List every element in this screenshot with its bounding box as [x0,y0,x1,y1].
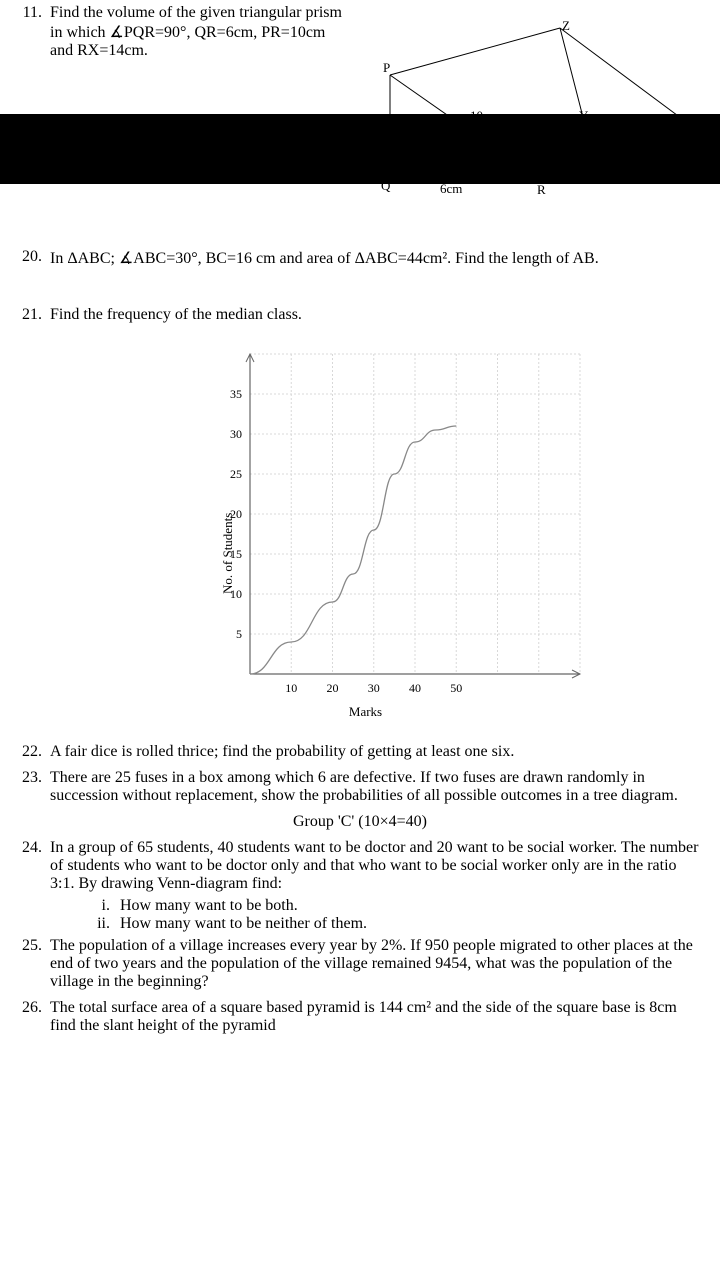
q20-text: In ΔABC; ∡ABC=30°, BC=16 cm and area of … [50,248,700,268]
q11-text: Find the volume of the given triangular … [50,4,350,60]
q23-text: There are 25 fuses in a box among which … [50,769,700,805]
label-P: P [383,60,390,75]
q11-number: 11. [20,4,50,60]
label-Q: Q [381,178,391,193]
q24-ii-marker: ii. [90,915,120,933]
q25-number: 25. [20,937,50,991]
svg-text:35: 35 [230,387,242,401]
q25-text: The population of a village increases ev… [50,937,700,991]
q24-number: 24. [20,839,50,893]
question-25: 25. The population of a village increase… [0,933,720,995]
svg-text:50: 50 [450,681,462,695]
svg-text:25: 25 [230,467,242,481]
question-20: 20. In ΔABC; ∡ABC=30°, BC=16 cm and area… [0,244,720,272]
q24-text: In a group of 65 students, 40 students w… [50,839,700,893]
q22-text: A fair dice is rolled thrice; find the p… [50,743,700,761]
label-Y: Y [579,108,589,123]
svg-text:10: 10 [285,681,297,695]
q26-text: The total surface area of a square based… [50,999,700,1035]
ogive-chart: 51015202530351020304050Marks [180,334,600,724]
group-c-header: Group 'C' (10×4=40) [0,809,720,835]
q21-number: 21. [20,306,50,324]
prism-diagram: P Q R Z Y X 10cm 6cm 14cm [375,20,715,200]
svg-text:5: 5 [236,627,242,641]
question-23: 23. There are 25 fuses in a box among wh… [0,765,720,809]
label-X: X [697,118,707,133]
q24-sublist: i.How many want to be both. ii.How many … [0,897,720,933]
q24-i-text: How many want to be both. [120,897,298,915]
q24-i-marker: i. [90,897,120,915]
svg-text:Marks: Marks [349,704,382,719]
q24-ii-text: How many want to be neither of them. [120,915,367,933]
question-21: 21. Find the frequency of the median cla… [0,302,720,328]
q26-number: 26. [20,999,50,1035]
svg-text:20: 20 [327,681,339,695]
svg-text:30: 30 [368,681,380,695]
label-10cm: 10cm [470,108,499,123]
label-14cm: 14cm [610,156,639,171]
question-24: 24. In a group of 65 students, 40 studen… [0,835,720,897]
question-22: 22. A fair dice is rolled thrice; find t… [0,739,720,765]
label-Z: Z [562,20,570,33]
q20-number: 20. [20,248,50,268]
svg-text:30: 30 [230,427,242,441]
q23-number: 23. [20,769,50,805]
label-R: R [537,182,546,197]
q21-text: Find the frequency of the median class. [50,306,700,324]
chart-ylabel: No. of Students [220,513,236,594]
q22-number: 22. [20,743,50,761]
svg-text:40: 40 [409,681,421,695]
label-6cm: 6cm [440,181,462,196]
question-26: 26. The total surface area of a square b… [0,995,720,1039]
